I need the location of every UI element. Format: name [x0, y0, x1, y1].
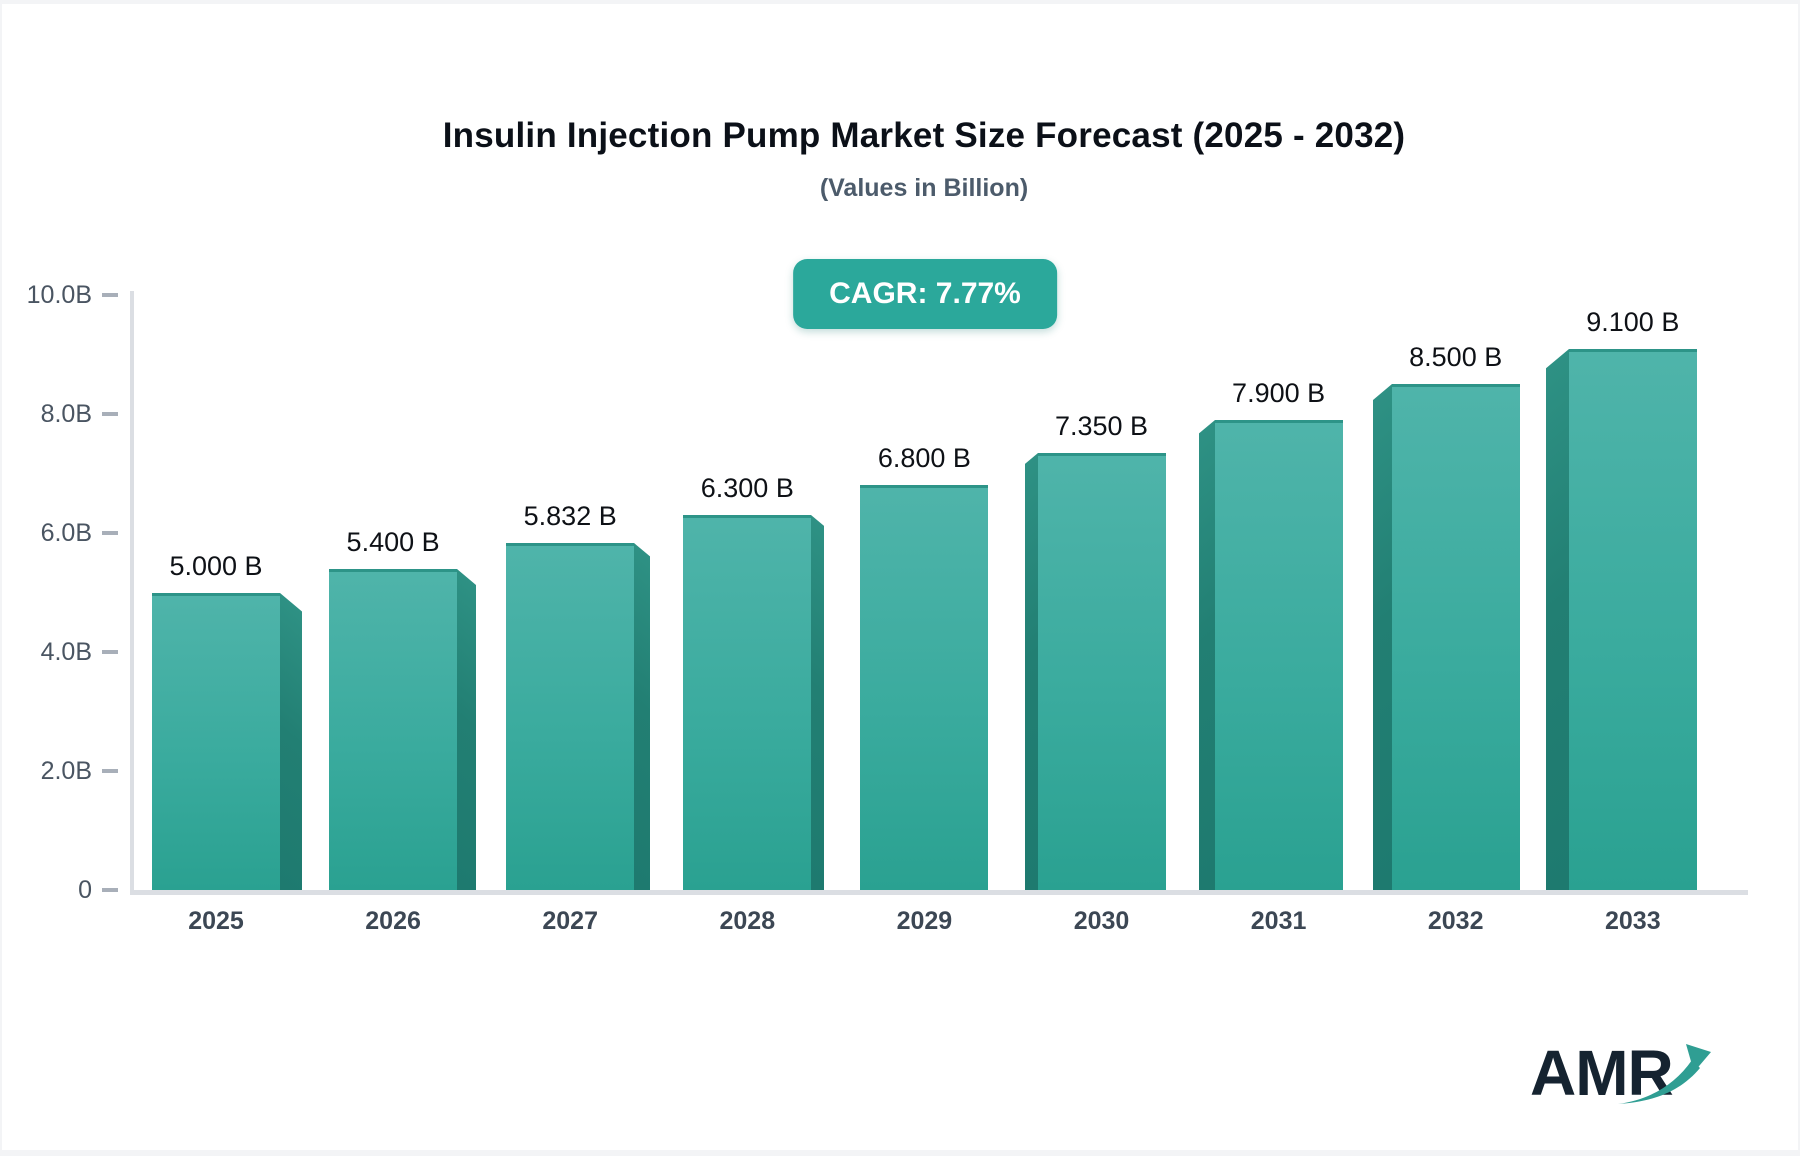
- bar-2033[interactable]: [1545, 348, 1697, 890]
- bar-face: [1037, 452, 1166, 890]
- y-tick-label: 6.0B: [40, 519, 92, 547]
- amr-logo-arrow-icon: [1618, 1044, 1711, 1104]
- cagr-badge: CAGR: 7.77%: [793, 259, 1057, 329]
- y-tick-label: 0: [78, 876, 92, 904]
- y-tick: [102, 531, 118, 535]
- bar-value-label: 7.350 B: [1054, 410, 1149, 441]
- bar-side-face: [280, 592, 302, 890]
- x-tick-label: 2031: [1250, 907, 1307, 935]
- bar-face: [683, 515, 812, 890]
- y-tick: [102, 888, 118, 892]
- bar-face: [860, 485, 989, 890]
- bar-value-label: 7.900 B: [1232, 377, 1326, 408]
- bar-face: [152, 592, 280, 890]
- bar-2027[interactable]: [506, 542, 651, 890]
- bar-value-label: 6.300 B: [700, 473, 794, 504]
- bar-2029[interactable]: [860, 485, 989, 890]
- x-tick-label: 2026: [365, 907, 421, 935]
- x-baseline: [130, 890, 1748, 895]
- x-tick-label: 2025: [188, 907, 244, 935]
- x-tick-label: 2027: [542, 907, 598, 935]
- bar-side-face: [634, 542, 651, 890]
- bar-side-face: [1198, 419, 1215, 890]
- bar-2030[interactable]: [1024, 452, 1166, 890]
- bar-side-face: [457, 568, 477, 890]
- bar-value-label: 5.000 B: [169, 550, 263, 581]
- y-tick-label: 8.0B: [40, 400, 92, 428]
- bar-value-label: 5.400 B: [346, 526, 440, 557]
- y-tick: [102, 293, 118, 297]
- chart-title: Insulin Injection Pump Market Size Forec…: [442, 116, 1406, 155]
- y-tick-label: 4.0B: [40, 638, 92, 666]
- bar-side-face: [1024, 452, 1038, 890]
- chart: Insulin Injection Pump Market Size Forec…: [2, 4, 1798, 1150]
- bar-2032[interactable]: [1372, 384, 1520, 890]
- bar-2025[interactable]: [152, 592, 302, 890]
- x-tick-label: 2029: [896, 907, 953, 935]
- bar-value-label: 9.100 B: [1586, 306, 1680, 337]
- chart-card: Insulin Injection Pump Market Size Forec…: [2, 4, 1798, 1150]
- bar-face: [506, 542, 635, 890]
- x-tick-label: 2033: [1604, 907, 1661, 935]
- bar-side-face: [1545, 348, 1569, 890]
- bar-side-face: [1372, 384, 1392, 890]
- cagr-label: CAGR: 7.77%: [829, 277, 1021, 310]
- bar-value-label: 6.800 B: [877, 443, 971, 474]
- amr-logo: AMR: [1530, 1036, 1730, 1126]
- bar-value-label: 8.500 B: [1409, 342, 1503, 373]
- bar-side-face: [811, 515, 825, 890]
- y-tick: [102, 769, 118, 773]
- y-tick: [102, 412, 118, 416]
- bar-face: [1568, 348, 1697, 890]
- y-tick: [102, 650, 118, 654]
- y-tick-label: 10.0B: [26, 281, 92, 309]
- bar-2026[interactable]: [329, 568, 477, 890]
- x-tick-label: 2032: [1427, 907, 1484, 935]
- y-tick-label: 2.0B: [40, 757, 92, 785]
- bar-value-label: 5.832 B: [523, 500, 617, 531]
- x-tick-label: 2028: [719, 907, 776, 935]
- bar-face: [1214, 419, 1343, 890]
- bar-2028[interactable]: [683, 515, 825, 890]
- y-axis-line: [130, 291, 134, 895]
- chart-subtitle: (Values in Billion): [819, 174, 1029, 202]
- bar-face: [1391, 384, 1520, 890]
- bar-face: [329, 568, 458, 890]
- bar-2031[interactable]: [1198, 419, 1343, 890]
- x-tick-label: 2030: [1073, 907, 1130, 935]
